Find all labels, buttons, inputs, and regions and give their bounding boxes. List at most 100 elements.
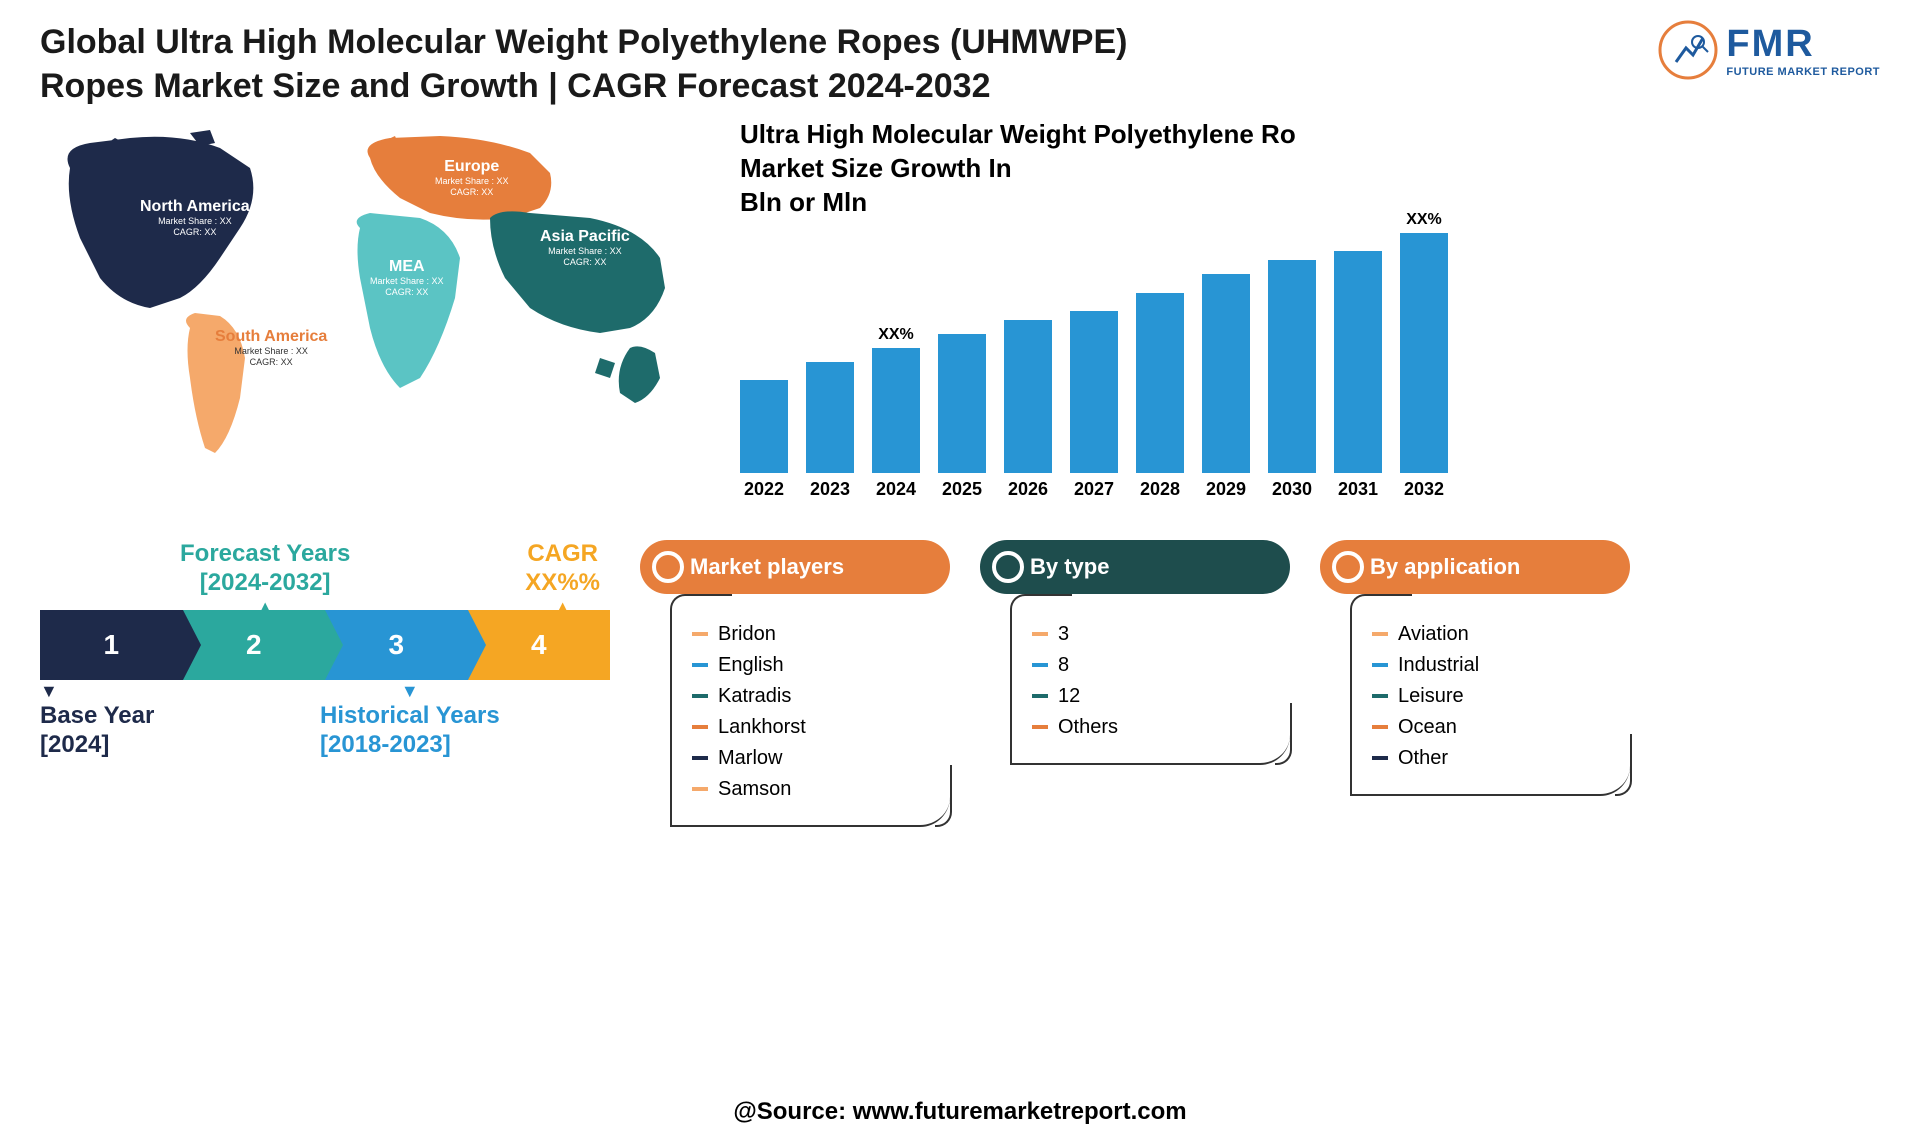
growth-bar-chart: Ultra High Molecular Weight Polyethylene…: [740, 118, 1880, 499]
bar-2028: 2028: [1136, 293, 1184, 500]
region-share-sa: Market Share : XX: [215, 346, 327, 357]
category-item: English: [692, 650, 930, 681]
bar-rect: [1400, 233, 1448, 473]
bar-rect: [1334, 251, 1382, 473]
map-region-mea: [357, 213, 460, 388]
logo-text-main: FMR: [1726, 23, 1880, 66]
category-item-label: Ocean: [1398, 716, 1457, 739]
category-dash-icon: [1372, 694, 1388, 698]
bar-2032: XX%2032: [1400, 233, 1448, 500]
timeline-forecast-label: Forecast Years [2024-2032] ▲: [180, 540, 350, 619]
bar-rect: [872, 348, 920, 473]
bar-rect: [1202, 274, 1250, 472]
bar-2025: 2025: [938, 334, 986, 499]
chart-title-line2: Market Size Growth In: [740, 152, 1880, 186]
category-item: Other: [1372, 743, 1610, 774]
category-item-label: 3: [1058, 623, 1069, 646]
page-title: Global Ultra High Molecular Weight Polye…: [40, 20, 1240, 108]
category-item-label: Leisure: [1398, 685, 1464, 708]
bar-2027: 2027: [1070, 311, 1118, 500]
region-name-sa: South America: [215, 328, 327, 346]
logo: FMR FUTURE MARKET REPORT: [1658, 20, 1880, 80]
bar-year-label: 2031: [1338, 479, 1378, 500]
timeline-seg-1: 1: [40, 610, 183, 680]
bar-year-label: 2024: [876, 479, 916, 500]
bar-2026: 2026: [1004, 320, 1052, 499]
bar-annotation: XX%: [878, 326, 914, 344]
region-share-na: Market Share : XX: [140, 216, 250, 227]
world-map: North America Market Share : XX CAGR: XX…: [40, 118, 720, 468]
bar-rect: [1004, 320, 1052, 472]
bar-year-label: 2023: [810, 479, 850, 500]
bar-2024: XX%2024: [872, 348, 920, 500]
bar-year-label: 2022: [744, 479, 784, 500]
timeline-seg-3: 3: [325, 610, 468, 680]
category-item: Marlow: [692, 743, 930, 774]
bar-year-label: 2025: [942, 479, 982, 500]
bar-rect: [1268, 260, 1316, 472]
bar-2022: 2022: [740, 380, 788, 499]
region-name-ap: Asia Pacific: [540, 228, 630, 246]
category-item: Bridon: [692, 619, 930, 650]
category-item-label: 8: [1058, 654, 1069, 677]
bar-year-label: 2028: [1140, 479, 1180, 500]
category-list: 3 8 12 Others: [1010, 609, 1290, 765]
category-dash-icon: [692, 787, 708, 791]
category-dash-icon: [1032, 632, 1048, 636]
category-item: 12: [1032, 681, 1270, 712]
category-dash-icon: [1372, 663, 1388, 667]
category-item-label: Marlow: [718, 747, 782, 770]
category-dash-icon: [1032, 694, 1048, 698]
category-item-label: Industrial: [1398, 654, 1479, 677]
category-column: By type3812Others: [980, 540, 1290, 827]
chart-title-line3: Bln or Mln: [740, 186, 1880, 220]
category-column: By application Aviation Industrial Leisure O…: [1320, 540, 1630, 827]
region-name-mea: MEA: [370, 258, 444, 276]
timeline-seg-2: 2: [183, 610, 326, 680]
timeline-hist-label: ▼ Historical Years [2018-2023]: [320, 681, 500, 760]
bar-2030: 2030: [1268, 260, 1316, 499]
bar-year-label: 2027: [1074, 479, 1114, 500]
timeline: Forecast Years [2024-2032] ▲ CAGR XX%% ▲…: [40, 540, 610, 680]
region-cagr-eu: CAGR: XX: [435, 187, 509, 198]
category-dash-icon: [1372, 632, 1388, 636]
category-item: Others: [1032, 712, 1270, 743]
category-item-label: Aviation: [1398, 623, 1469, 646]
category-dash-icon: [1372, 756, 1388, 760]
category-item: Katradis: [692, 681, 930, 712]
category-item-label: 12: [1058, 685, 1080, 708]
category-item: 3: [1032, 619, 1270, 650]
category-dash-icon: [1032, 663, 1048, 667]
source-footer: @Source: www.futuremarketreport.com: [0, 1098, 1920, 1126]
region-share-eu: Market Share : XX: [435, 176, 509, 187]
category-item-label: Katradis: [718, 685, 791, 708]
category-dash-icon: [692, 663, 708, 667]
chart-title-line1: Ultra High Molecular Weight Polyethylene…: [740, 118, 1880, 152]
category-dash-icon: [692, 725, 708, 729]
category-item: Samson: [692, 774, 930, 805]
category-dash-icon: [692, 632, 708, 636]
logo-text-sub: FUTURE MARKET REPORT: [1726, 66, 1880, 78]
category-dash-icon: [1372, 725, 1388, 729]
category-item: 8: [1032, 650, 1270, 681]
bar-rect: [1070, 311, 1118, 473]
region-name-na: North America: [140, 198, 250, 216]
timeline-seg-4: 4: [468, 610, 611, 680]
category-dash-icon: [692, 756, 708, 760]
bar-rect: [938, 334, 986, 472]
region-cagr-sa: CAGR: XX: [215, 357, 327, 368]
category-item-label: English: [718, 654, 784, 677]
category-item: Aviation: [1372, 619, 1610, 650]
category-list: Aviation Industrial Leisure Ocean Other: [1350, 609, 1630, 796]
category-item: Ocean: [1372, 712, 1610, 743]
region-cagr-na: CAGR: XX: [140, 227, 250, 238]
category-header: By application: [1320, 540, 1630, 594]
bar-year-label: 2032: [1404, 479, 1444, 500]
region-cagr-mea: CAGR: XX: [370, 287, 444, 298]
category-dash-icon: [1032, 725, 1048, 729]
category-column: Market playersBridonEnglishKatradisLankh…: [640, 540, 950, 827]
timeline-cagr-label: CAGR XX%% ▲: [525, 540, 600, 619]
bar-rect: [806, 362, 854, 473]
category-item-label: Other: [1398, 747, 1448, 770]
header: Global Ultra High Molecular Weight Polye…: [40, 20, 1880, 108]
